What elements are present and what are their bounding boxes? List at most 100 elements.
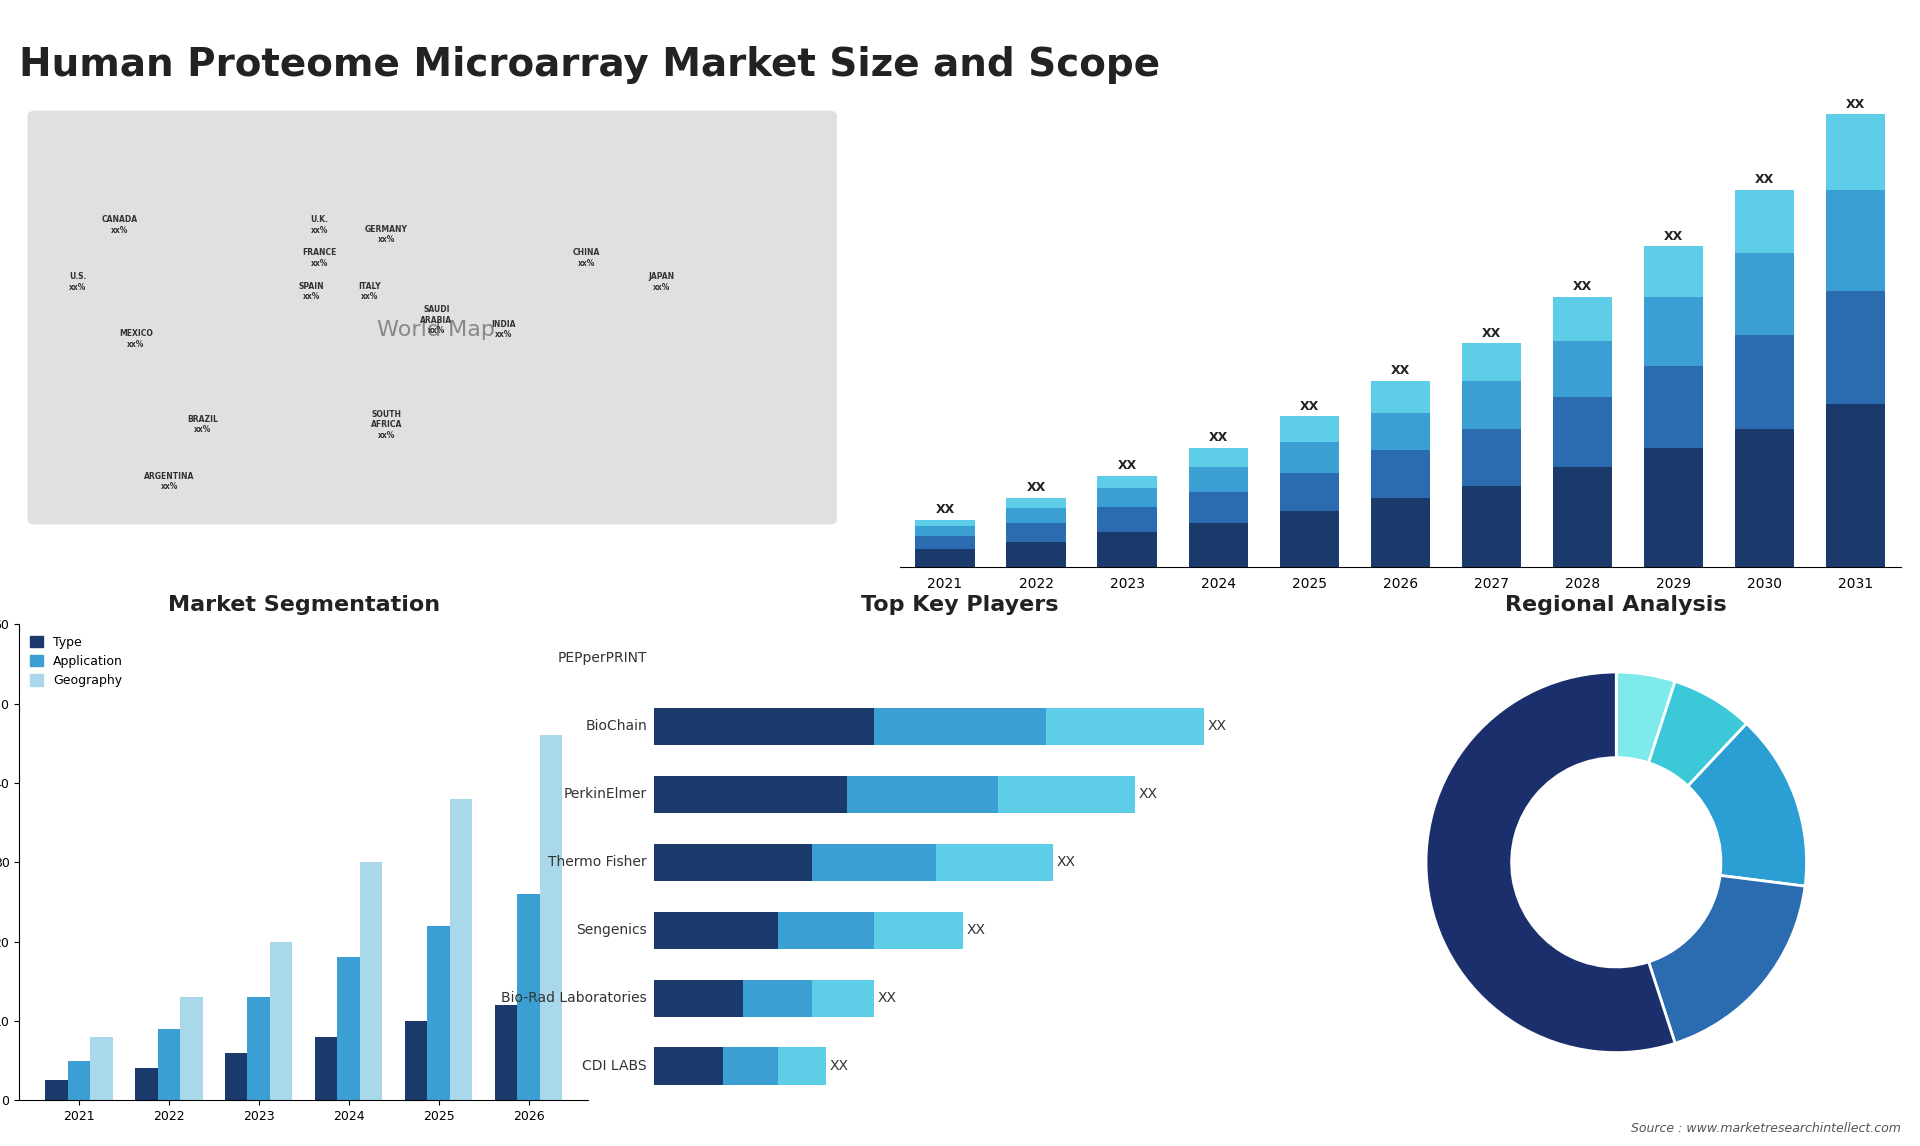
- Text: Bio-Rad Laboratories: Bio-Rad Laboratories: [501, 991, 647, 1005]
- Text: SOUTH
AFRICA
xx%: SOUTH AFRICA xx%: [371, 410, 401, 440]
- Bar: [847, 776, 998, 813]
- Text: XX: XX: [1390, 364, 1409, 377]
- Text: XX: XX: [1482, 327, 1501, 339]
- Text: PEPperPRINT: PEPperPRINT: [557, 651, 647, 666]
- Text: Source : www.marketresearchintellect.com: Source : www.marketresearchintellect.com: [1630, 1122, 1901, 1135]
- Bar: [1644, 246, 1703, 297]
- Text: U.S.
xx%: U.S. xx%: [69, 273, 86, 292]
- Bar: [1826, 403, 1885, 567]
- Bar: [916, 526, 975, 536]
- Text: PerkinElmer: PerkinElmer: [564, 787, 647, 801]
- Text: U.K.
xx%: U.K. xx%: [311, 215, 328, 235]
- Bar: [1098, 507, 1156, 532]
- Bar: [1098, 488, 1156, 507]
- Bar: [655, 776, 847, 813]
- FancyBboxPatch shape: [27, 111, 837, 525]
- Bar: [157, 1029, 180, 1100]
- Text: Human Proteome Microarray Market Size and Scope: Human Proteome Microarray Market Size an…: [19, 46, 1160, 84]
- Bar: [1644, 448, 1703, 567]
- Bar: [134, 1068, 157, 1100]
- Bar: [1006, 542, 1066, 567]
- Text: BioChain: BioChain: [586, 720, 647, 733]
- Bar: [874, 911, 964, 949]
- Bar: [540, 736, 563, 1100]
- Text: XX: XX: [1139, 787, 1158, 801]
- Bar: [338, 957, 359, 1100]
- Bar: [998, 776, 1135, 813]
- Bar: [1188, 492, 1248, 524]
- Text: XX: XX: [877, 991, 897, 1005]
- Bar: [1188, 448, 1248, 466]
- Bar: [1006, 524, 1066, 542]
- Bar: [449, 799, 472, 1100]
- Bar: [778, 911, 874, 949]
- Bar: [44, 1081, 67, 1100]
- Text: CANADA
xx%: CANADA xx%: [102, 215, 138, 235]
- Wedge shape: [1617, 672, 1674, 763]
- Wedge shape: [1688, 723, 1807, 886]
- Text: MARKET
RESEARCH
INTELLECT: MARKET RESEARCH INTELLECT: [1726, 50, 1795, 99]
- Text: XX: XX: [1208, 720, 1227, 733]
- Bar: [1461, 382, 1521, 429]
- Text: Sengenics: Sengenics: [576, 924, 647, 937]
- Bar: [1371, 499, 1430, 567]
- Text: XX: XX: [968, 924, 985, 937]
- Bar: [1734, 429, 1793, 567]
- Bar: [655, 708, 874, 745]
- Text: SAUDI
ARABIA
xx%: SAUDI ARABIA xx%: [420, 305, 453, 335]
- Bar: [655, 843, 812, 881]
- Text: BRAZIL
xx%: BRAZIL xx%: [188, 415, 219, 434]
- Bar: [1098, 532, 1156, 567]
- Text: XX: XX: [1056, 855, 1075, 870]
- Bar: [1553, 340, 1611, 398]
- Text: ARGENTINA
xx%: ARGENTINA xx%: [144, 472, 194, 492]
- Bar: [1279, 441, 1338, 473]
- Bar: [1826, 190, 1885, 291]
- Text: World Map: World Map: [378, 320, 495, 339]
- Title: Market Segmentation: Market Segmentation: [167, 595, 440, 614]
- Bar: [180, 997, 202, 1100]
- Bar: [1461, 429, 1521, 486]
- Bar: [722, 1047, 778, 1085]
- Bar: [1006, 499, 1066, 508]
- Bar: [67, 1060, 90, 1100]
- Legend: Type, Application, Geography: Type, Application, Geography: [25, 630, 129, 692]
- Bar: [778, 1047, 826, 1085]
- Bar: [1644, 297, 1703, 366]
- Title: Regional Analysis: Regional Analysis: [1505, 595, 1728, 614]
- Bar: [812, 843, 935, 881]
- Text: Thermo Fisher: Thermo Fisher: [549, 855, 647, 870]
- Bar: [655, 1047, 722, 1085]
- Bar: [916, 536, 975, 549]
- Text: MEXICO
xx%: MEXICO xx%: [119, 329, 154, 348]
- Bar: [1046, 708, 1204, 745]
- Bar: [1553, 466, 1611, 567]
- Bar: [248, 997, 271, 1100]
- Bar: [1371, 382, 1430, 413]
- Text: XX: XX: [935, 503, 954, 516]
- Bar: [1553, 297, 1611, 340]
- Bar: [1734, 190, 1793, 253]
- Bar: [1188, 524, 1248, 567]
- Text: XX: XX: [1117, 458, 1137, 472]
- Text: XX: XX: [829, 1059, 849, 1073]
- Bar: [1006, 508, 1066, 524]
- Text: XX: XX: [1572, 280, 1592, 293]
- Bar: [1279, 473, 1338, 511]
- Bar: [495, 1005, 516, 1100]
- Bar: [655, 980, 743, 1017]
- Bar: [1461, 486, 1521, 567]
- Bar: [916, 519, 975, 526]
- Bar: [1734, 335, 1793, 429]
- Bar: [359, 862, 382, 1100]
- Text: GERMANY
xx%: GERMANY xx%: [365, 225, 407, 244]
- Wedge shape: [1649, 876, 1805, 1043]
- Bar: [271, 942, 292, 1100]
- Text: XX: XX: [1755, 173, 1774, 186]
- Bar: [655, 911, 778, 949]
- Bar: [1553, 398, 1611, 466]
- Bar: [1098, 476, 1156, 488]
- Bar: [225, 1052, 248, 1100]
- Text: XX: XX: [1663, 229, 1682, 243]
- Bar: [1826, 291, 1885, 403]
